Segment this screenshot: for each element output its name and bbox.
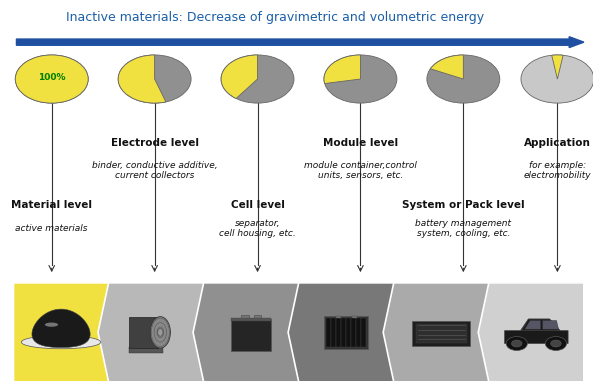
- Ellipse shape: [158, 328, 163, 336]
- FancyBboxPatch shape: [341, 317, 346, 347]
- Polygon shape: [383, 283, 499, 382]
- Wedge shape: [324, 55, 361, 84]
- FancyBboxPatch shape: [412, 321, 470, 346]
- Wedge shape: [521, 55, 594, 103]
- FancyBboxPatch shape: [337, 317, 341, 347]
- Polygon shape: [525, 321, 541, 329]
- FancyBboxPatch shape: [356, 317, 361, 347]
- Text: System or Pack level: System or Pack level: [402, 200, 524, 210]
- Text: separator,
cell housing, etc.: separator, cell housing, etc.: [219, 219, 296, 238]
- Text: for example:
electromobility: for example: electromobility: [524, 161, 591, 180]
- Circle shape: [551, 340, 561, 347]
- Wedge shape: [430, 55, 463, 79]
- Wedge shape: [118, 55, 166, 103]
- Polygon shape: [14, 283, 119, 382]
- Text: battery management
system, cooling, etc.: battery management system, cooling, etc.: [415, 219, 511, 238]
- Text: 100%: 100%: [38, 73, 65, 82]
- Polygon shape: [32, 309, 90, 348]
- Text: Electrode level: Electrode level: [110, 138, 199, 148]
- Wedge shape: [324, 55, 397, 103]
- FancyBboxPatch shape: [254, 315, 261, 320]
- FancyBboxPatch shape: [128, 347, 163, 353]
- Text: Application: Application: [524, 138, 591, 148]
- FancyBboxPatch shape: [231, 319, 271, 350]
- FancyBboxPatch shape: [352, 317, 356, 347]
- Wedge shape: [15, 55, 88, 103]
- FancyBboxPatch shape: [241, 315, 248, 320]
- FancyBboxPatch shape: [326, 317, 331, 347]
- Text: active materials: active materials: [16, 224, 88, 233]
- FancyBboxPatch shape: [361, 317, 366, 347]
- Polygon shape: [505, 319, 568, 344]
- Wedge shape: [221, 55, 257, 99]
- FancyBboxPatch shape: [128, 317, 158, 348]
- Text: Material level: Material level: [11, 200, 92, 210]
- FancyBboxPatch shape: [416, 324, 467, 343]
- Text: Cell level: Cell level: [230, 200, 284, 210]
- FancyBboxPatch shape: [231, 318, 271, 321]
- Text: Module level: Module level: [323, 138, 398, 148]
- FancyBboxPatch shape: [324, 316, 368, 349]
- Circle shape: [506, 337, 527, 350]
- Wedge shape: [118, 55, 191, 103]
- Ellipse shape: [22, 335, 101, 349]
- Ellipse shape: [45, 323, 58, 327]
- Circle shape: [511, 340, 522, 347]
- FancyBboxPatch shape: [335, 316, 341, 318]
- Text: Inactive materials: Decrease of gravimetric and volumetric energy: Inactive materials: Decrease of gravimet…: [66, 11, 484, 24]
- FancyArrow shape: [16, 37, 584, 48]
- Circle shape: [545, 337, 566, 350]
- Polygon shape: [521, 319, 559, 331]
- Polygon shape: [288, 283, 404, 382]
- Wedge shape: [221, 55, 294, 103]
- Text: module container,control
units, sensors, etc.: module container,control units, sensors,…: [304, 161, 417, 180]
- Wedge shape: [552, 55, 563, 79]
- Polygon shape: [542, 321, 559, 329]
- FancyBboxPatch shape: [346, 317, 351, 347]
- Polygon shape: [98, 283, 214, 382]
- Text: binder, conductive additive,
current collectors: binder, conductive additive, current col…: [92, 161, 217, 180]
- FancyBboxPatch shape: [352, 316, 357, 318]
- Polygon shape: [478, 283, 584, 382]
- Wedge shape: [427, 55, 500, 103]
- Wedge shape: [15, 55, 88, 103]
- FancyBboxPatch shape: [331, 317, 336, 347]
- Polygon shape: [193, 283, 309, 382]
- Ellipse shape: [150, 317, 170, 348]
